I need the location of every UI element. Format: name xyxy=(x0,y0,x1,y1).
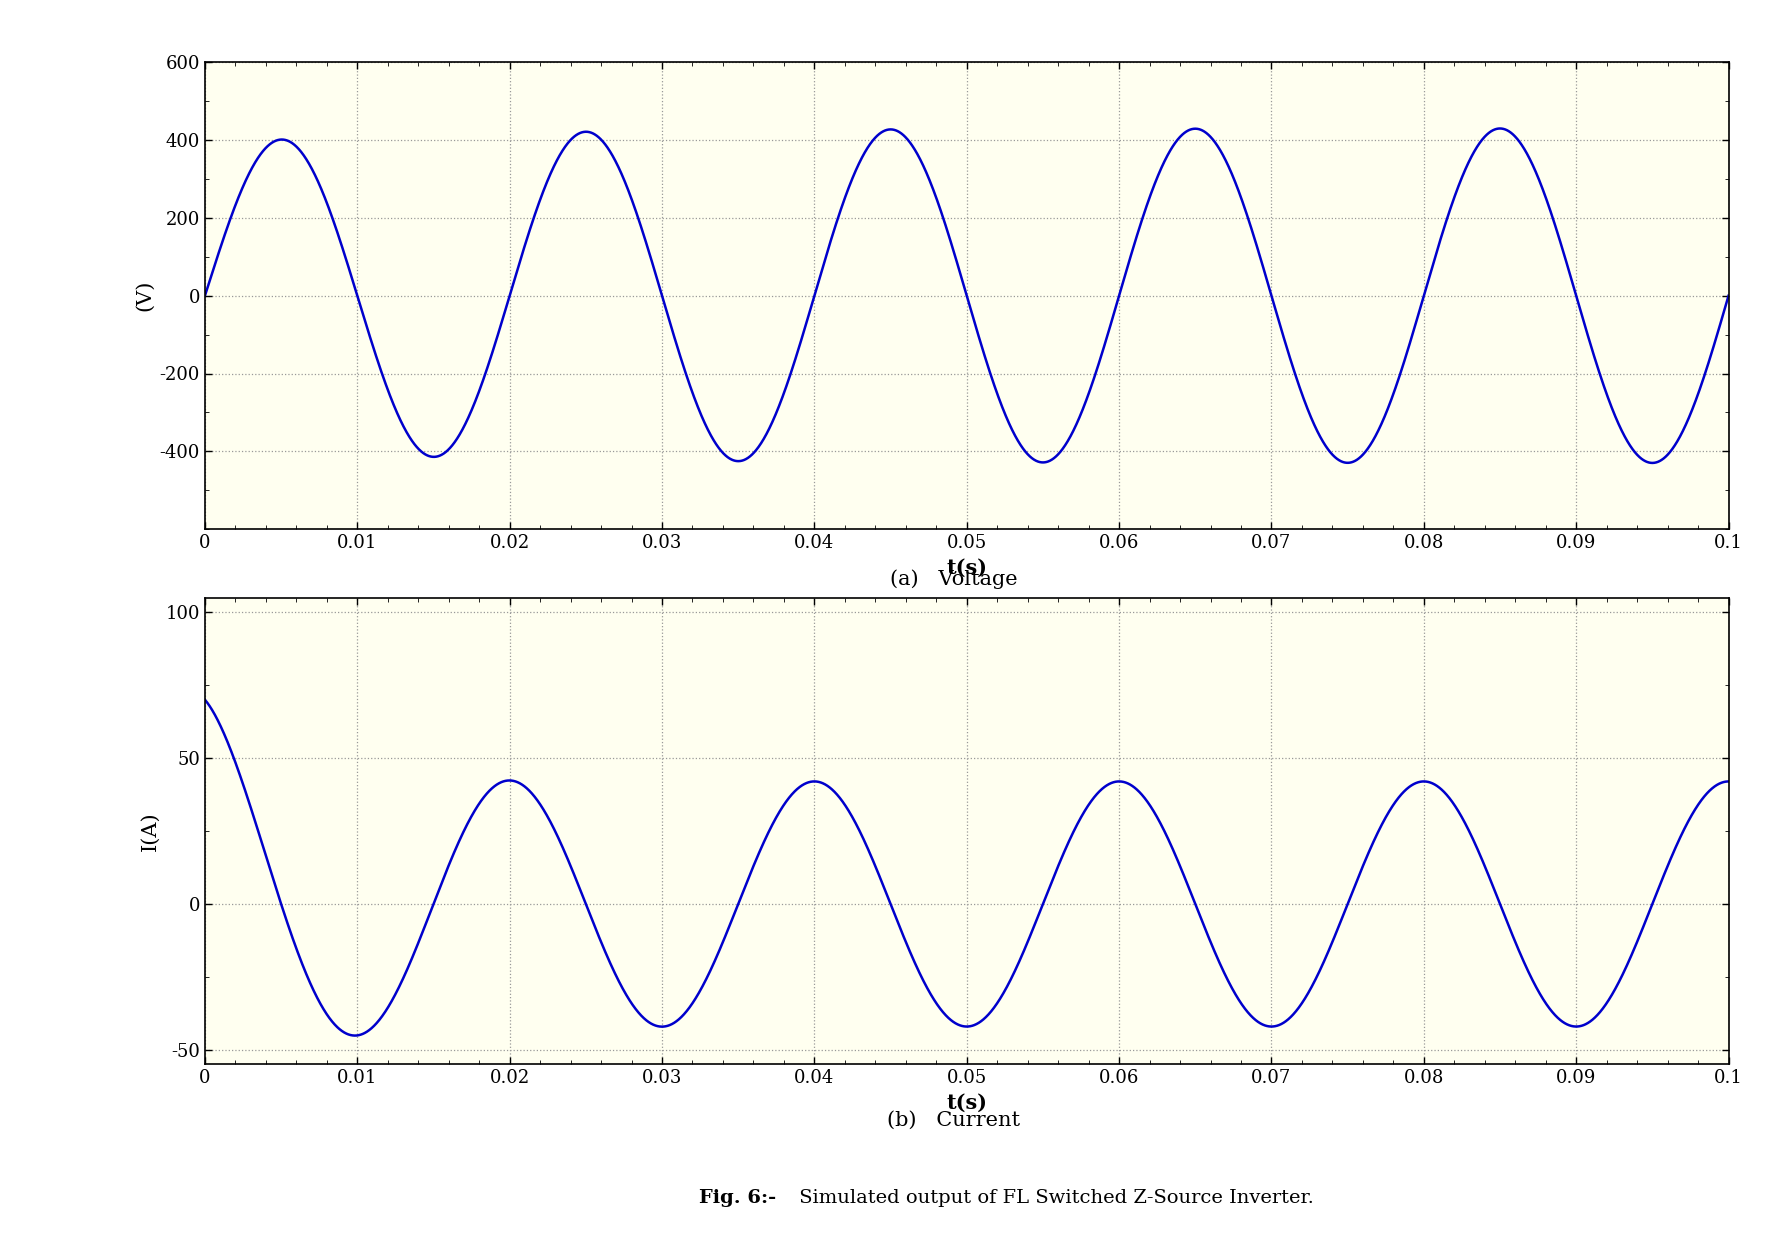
X-axis label: t(s): t(s) xyxy=(946,558,987,578)
Y-axis label: I(A): I(A) xyxy=(141,812,160,850)
Text: (a)   Voltage: (a) Voltage xyxy=(889,569,1018,589)
Text: Fig. 6:-: Fig. 6:- xyxy=(699,1189,775,1206)
Text: Simulated output of FL Switched Z-Source Inverter.: Simulated output of FL Switched Z-Source… xyxy=(793,1189,1313,1206)
Y-axis label: (V): (V) xyxy=(135,280,153,311)
Text: (b)   Current: (b) Current xyxy=(887,1111,1019,1129)
X-axis label: t(s): t(s) xyxy=(946,1093,987,1113)
